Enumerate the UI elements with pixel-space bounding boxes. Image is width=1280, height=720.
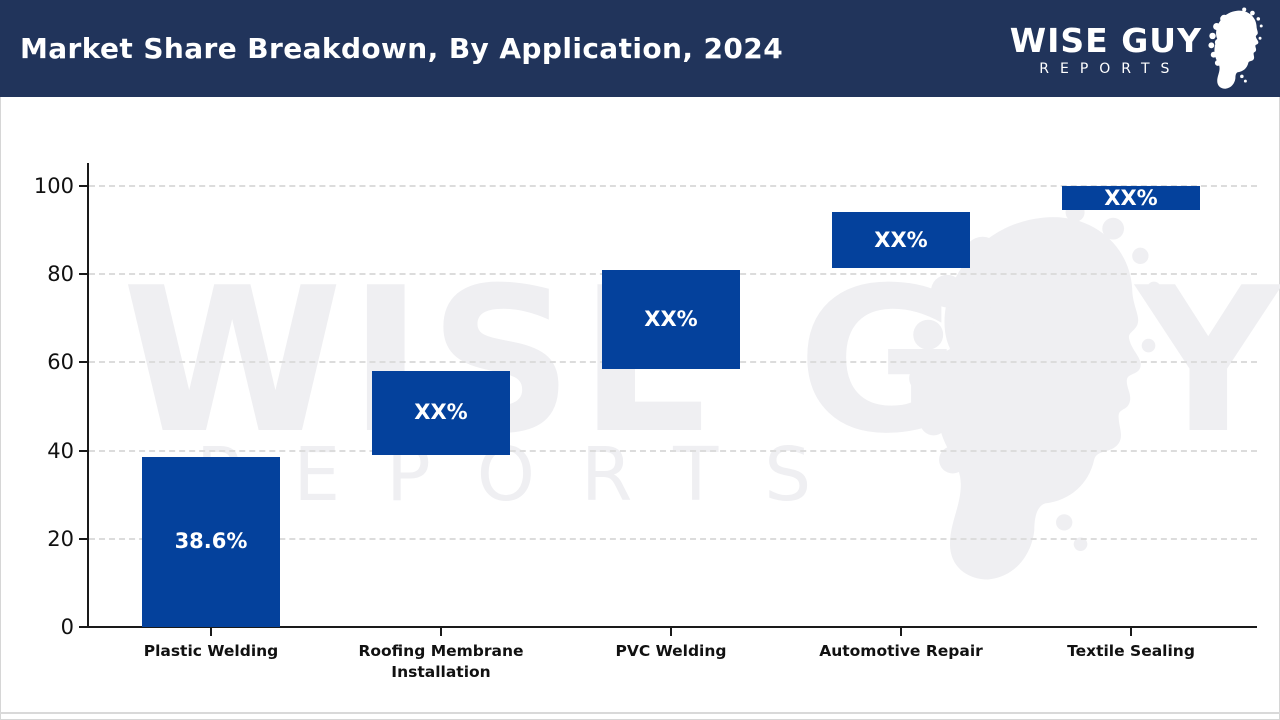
bar-value-label: XX% [414, 400, 468, 425]
page-title: Market Share Breakdown, By Application, … [20, 32, 784, 65]
y-axis-tick [79, 185, 87, 187]
x-axis-line [87, 626, 1257, 628]
bar-segment: XX% [602, 269, 740, 370]
category-label: Automotive Repair [819, 642, 983, 660]
y-axis-tick-label: 0 [60, 615, 74, 639]
y-axis-tick [79, 273, 87, 276]
y-axis-tick [79, 361, 87, 364]
category-label: PVC Welding [615, 642, 727, 660]
y-axis-tick [79, 449, 87, 452]
category-label: Roofing Membrane Installation [358, 642, 524, 681]
y-axis-tick [79, 537, 87, 540]
bar-value-label: XX% [874, 227, 928, 252]
header-bar: Market Share Breakdown, By Application, … [0, 0, 1280, 97]
y-axis-tick-label: 60 [47, 350, 74, 375]
y-axis-tick-label: 80 [47, 262, 74, 287]
x-axis-tick [440, 628, 442, 636]
logo-text: WISE GUY REPORTS [1010, 24, 1202, 77]
wise-guy-reports-logo: WISE GUY REPORTS [1010, 6, 1268, 94]
grid-line [89, 185, 1257, 187]
grid-line [89, 537, 1257, 540]
logo-dotted-head-icon [1208, 7, 1263, 89]
x-axis-tick [670, 628, 672, 636]
y-axis-tick-label: 40 [47, 438, 74, 463]
x-axis-tick [900, 628, 902, 636]
bottom-divider [0, 712, 1280, 714]
logo-reports-label: REPORTS [1039, 60, 1181, 77]
y-axis-tick-label: 100 [33, 174, 74, 198]
bar-value-label: XX% [1104, 185, 1158, 210]
bar-segment: XX% [1062, 185, 1200, 211]
y-axis-line [87, 163, 89, 628]
bar-segment: XX% [372, 371, 510, 455]
bar-segment: XX% [832, 212, 970, 268]
category-label: Plastic Welding [143, 642, 279, 660]
category-label: Textile Sealing [1067, 642, 1195, 660]
logo-brand-name: WISE GUY [1009, 20, 1202, 60]
x-axis-tick [1130, 628, 1132, 636]
bar-value-label: XX% [644, 306, 698, 331]
grid-line [89, 449, 1257, 452]
x-axis-tick [210, 628, 212, 636]
y-axis-tick-label: 20 [47, 526, 74, 551]
y-axis-tick [79, 626, 87, 628]
bar-segment: 38.6% [142, 456, 280, 627]
bar-value-label: 38.6% [174, 529, 248, 554]
